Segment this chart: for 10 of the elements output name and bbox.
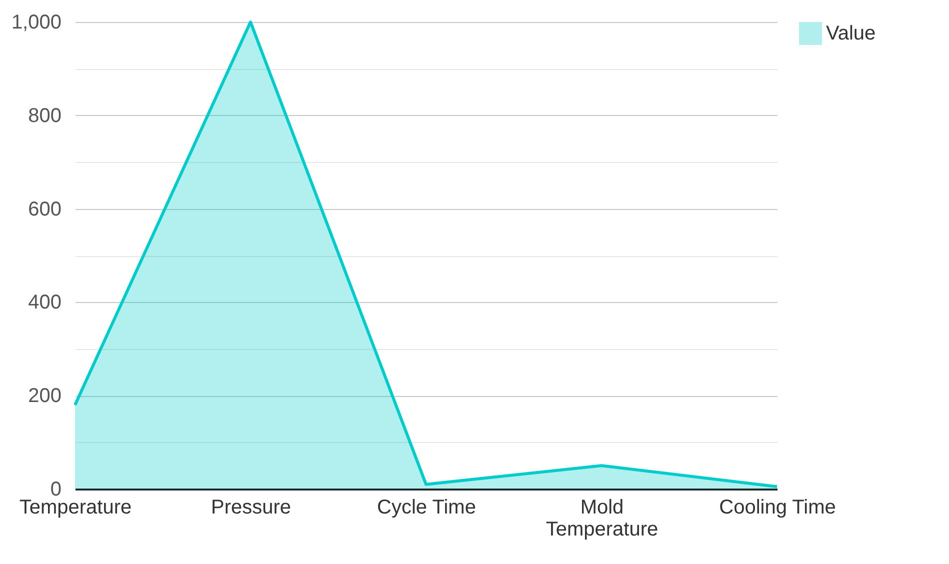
x-tick-label: Mold Temperature xyxy=(546,496,658,540)
legend-label: Value xyxy=(826,22,876,44)
x-tick-label: Cycle Time xyxy=(377,496,476,518)
x-tick-label: Pressure xyxy=(210,496,292,518)
y-tick-label: 600 xyxy=(28,198,62,220)
x-tick-label: Cooling Time xyxy=(719,496,836,518)
y-tick-label: 800 xyxy=(28,104,62,127)
y-tick-label: 200 xyxy=(28,385,62,408)
y-tick-label: 400 xyxy=(28,292,62,314)
y-tick-label: 1,000 xyxy=(11,12,62,34)
